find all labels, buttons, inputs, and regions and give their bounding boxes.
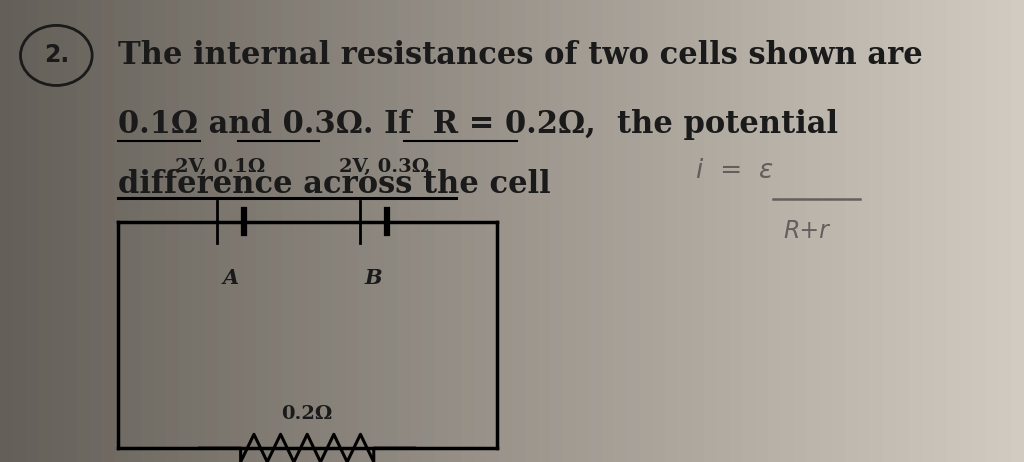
Bar: [26, 0, 39, 462]
Bar: [1012, 0, 1024, 462]
Bar: [358, 0, 371, 462]
Bar: [90, 0, 102, 462]
Bar: [39, 0, 51, 462]
Bar: [998, 0, 1012, 462]
Bar: [486, 0, 500, 462]
Bar: [909, 0, 922, 462]
Bar: [742, 0, 756, 462]
Bar: [230, 0, 244, 462]
Text: The internal resistances of two cells shown are: The internal resistances of two cells sh…: [118, 40, 923, 71]
Bar: [77, 0, 90, 462]
Bar: [435, 0, 449, 462]
Text: 2V, 0.1Ω: 2V, 0.1Ω: [175, 158, 265, 176]
Bar: [410, 0, 422, 462]
Bar: [538, 0, 551, 462]
Bar: [217, 0, 230, 462]
Bar: [883, 0, 896, 462]
Bar: [961, 0, 973, 462]
Bar: [691, 0, 705, 462]
Bar: [307, 0, 319, 462]
Text: 0.2Ω: 0.2Ω: [282, 405, 333, 423]
Bar: [524, 0, 538, 462]
Bar: [333, 0, 346, 462]
Bar: [51, 0, 63, 462]
Bar: [384, 0, 397, 462]
Bar: [896, 0, 909, 462]
Bar: [461, 0, 473, 462]
Text: A: A: [222, 268, 239, 288]
Bar: [640, 0, 653, 462]
Bar: [128, 0, 141, 462]
Bar: [922, 0, 934, 462]
Bar: [602, 0, 614, 462]
Text: 2.: 2.: [44, 43, 69, 67]
Bar: [0, 0, 12, 462]
Bar: [729, 0, 742, 462]
Bar: [205, 0, 217, 462]
Bar: [500, 0, 512, 462]
Bar: [473, 0, 486, 462]
Text: i  =  ε: i = ε: [696, 158, 773, 184]
Bar: [12, 0, 26, 462]
Bar: [319, 0, 333, 462]
Bar: [193, 0, 205, 462]
Bar: [244, 0, 256, 462]
Bar: [154, 0, 166, 462]
Bar: [947, 0, 961, 462]
Bar: [268, 0, 282, 462]
Bar: [807, 0, 819, 462]
Bar: [589, 0, 602, 462]
Bar: [973, 0, 985, 462]
Text: R+r: R+r: [783, 219, 829, 243]
Bar: [845, 0, 858, 462]
Bar: [705, 0, 717, 462]
Bar: [858, 0, 870, 462]
Bar: [985, 0, 998, 462]
Bar: [115, 0, 128, 462]
Bar: [794, 0, 807, 462]
Bar: [179, 0, 193, 462]
Bar: [397, 0, 410, 462]
Text: 2V, 0.3Ω: 2V, 0.3Ω: [339, 158, 429, 176]
Bar: [666, 0, 678, 462]
Bar: [934, 0, 947, 462]
Bar: [614, 0, 627, 462]
Bar: [141, 0, 154, 462]
Bar: [563, 0, 575, 462]
Bar: [627, 0, 640, 462]
Bar: [346, 0, 358, 462]
Bar: [371, 0, 384, 462]
Bar: [422, 0, 435, 462]
Bar: [102, 0, 115, 462]
Bar: [63, 0, 77, 462]
Bar: [282, 0, 295, 462]
Bar: [512, 0, 524, 462]
Bar: [551, 0, 563, 462]
Bar: [575, 0, 589, 462]
Bar: [295, 0, 307, 462]
Text: difference across the cell: difference across the cell: [118, 169, 550, 201]
Bar: [717, 0, 729, 462]
Bar: [256, 0, 268, 462]
Text: 0.1Ω and 0.3Ω. If  R = 0.2Ω,  the potential: 0.1Ω and 0.3Ω. If R = 0.2Ω, the potentia…: [118, 109, 838, 140]
Text: B: B: [365, 268, 383, 288]
Bar: [819, 0, 831, 462]
Bar: [870, 0, 883, 462]
Bar: [780, 0, 794, 462]
Bar: [756, 0, 768, 462]
Bar: [768, 0, 780, 462]
Bar: [678, 0, 691, 462]
Bar: [831, 0, 845, 462]
Bar: [166, 0, 179, 462]
Bar: [449, 0, 461, 462]
Bar: [653, 0, 666, 462]
